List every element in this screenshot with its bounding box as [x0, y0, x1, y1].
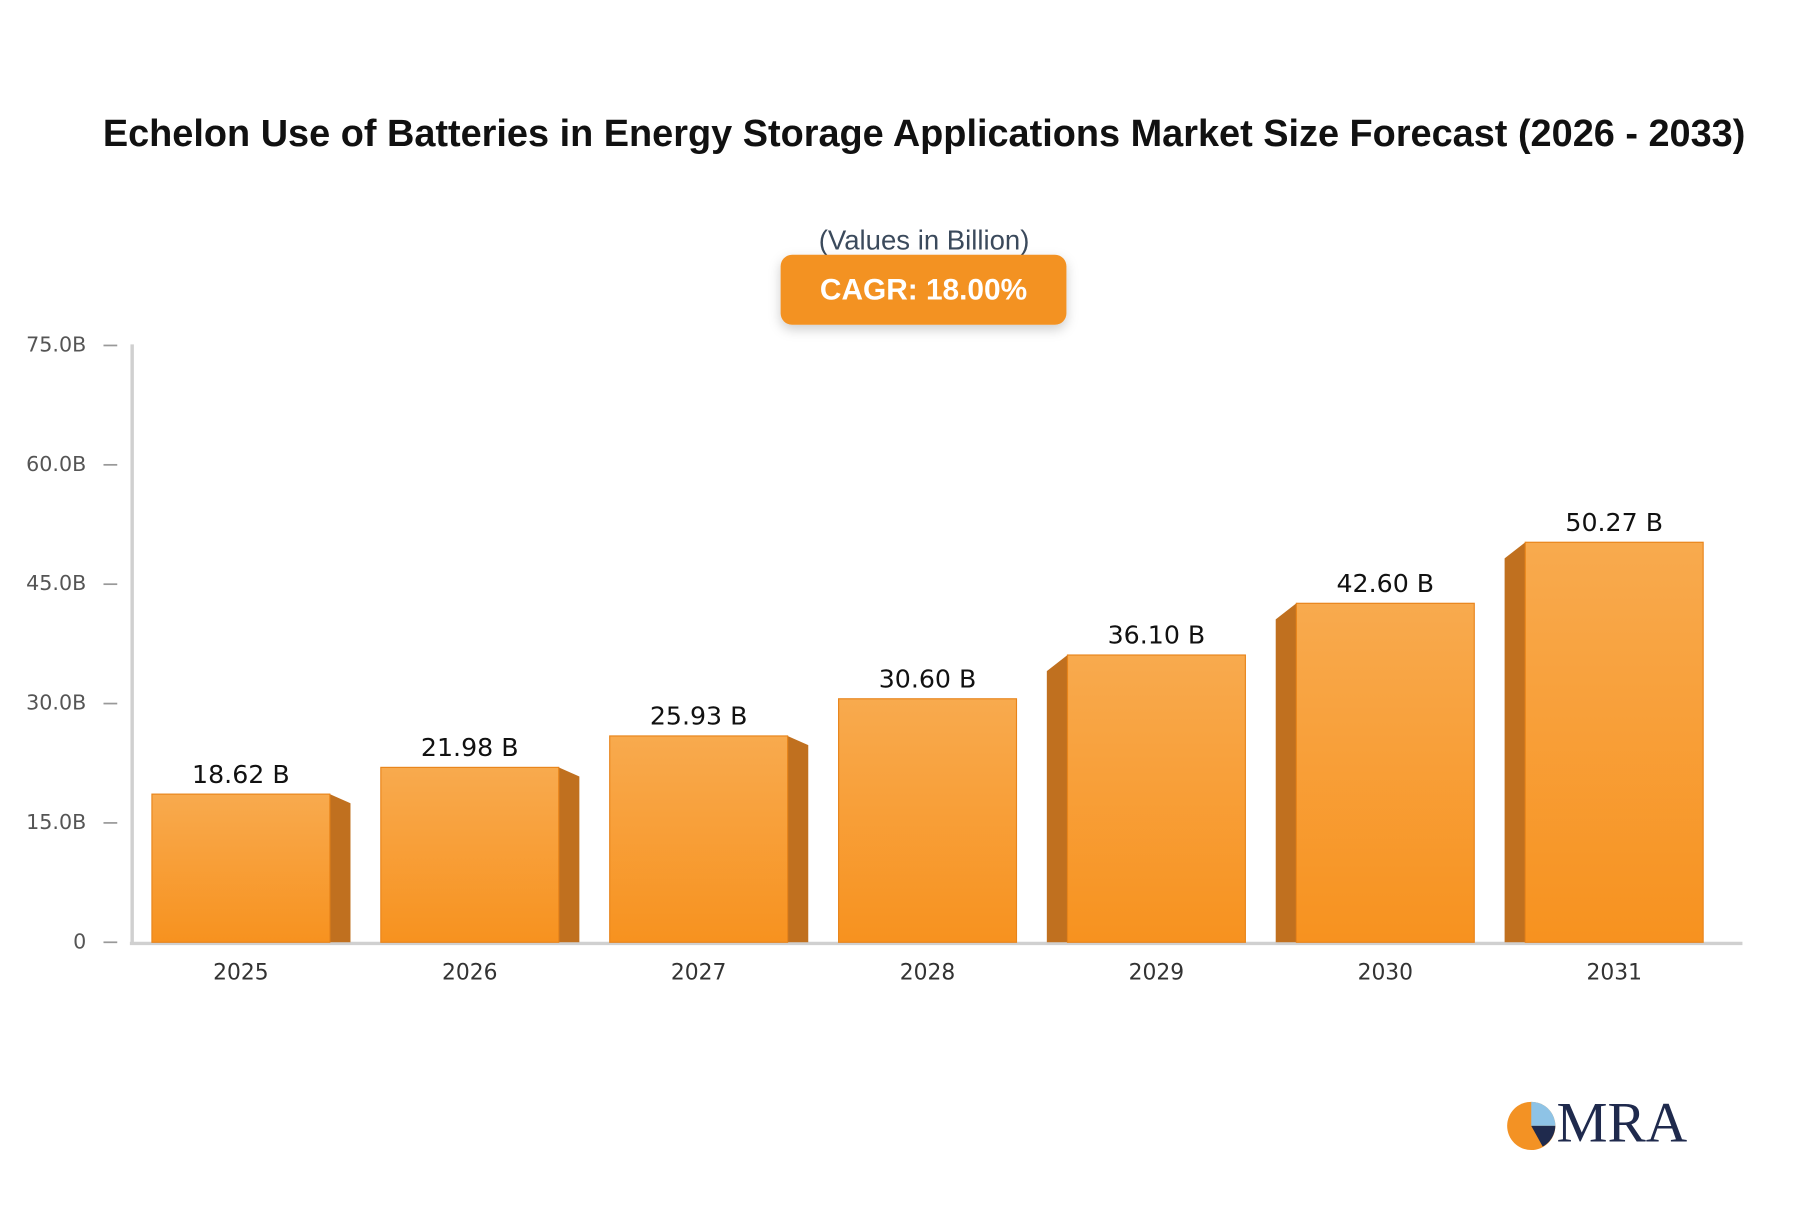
x-tick-label: 2030 — [1358, 960, 1413, 985]
x-tick-label: 2028 — [900, 960, 955, 985]
x-tick-label: 2026 — [442, 960, 497, 985]
bar-side — [329, 794, 351, 943]
x-tick-label: 2031 — [1586, 960, 1641, 985]
y-tick-label: 0 — [73, 929, 86, 953]
bar — [1295, 602, 1475, 943]
value-label: 25.93 B — [650, 702, 748, 731]
bar-side — [558, 767, 580, 943]
x-tick-label: 2029 — [1129, 960, 1184, 985]
x-tick-label: 2027 — [671, 960, 726, 985]
bar — [151, 793, 331, 943]
bar — [380, 766, 560, 943]
x-tick-label: 2025 — [213, 960, 268, 985]
bar-side — [1046, 655, 1068, 943]
value-label: 50.27 B — [1565, 508, 1663, 537]
chart-title: Echelon Use of Batteries in Energy Stora… — [102, 111, 1746, 154]
bar-side — [1504, 542, 1526, 943]
bar — [1066, 654, 1246, 943]
cagr-label: CAGR: 18.00% — [820, 273, 1027, 306]
value-label: 42.60 B — [1337, 569, 1435, 598]
title-box: Echelon Use of Batteries in Energy Stora… — [102, 111, 1746, 154]
y-tick-label: 30.0B — [26, 691, 86, 715]
value-label: 21.98 B — [421, 733, 519, 762]
y-tick-label: 60.0B — [26, 452, 86, 476]
logo-icon-slice — [1531, 1101, 1556, 1126]
value-label: 36.10 B — [1108, 621, 1206, 650]
value-label: 18.62 B — [192, 760, 290, 789]
value-label: 30.60 B — [879, 664, 977, 693]
bar — [838, 698, 1018, 943]
y-tick-label: 45.0B — [26, 571, 86, 595]
logo-text: MRA — [1557, 1091, 1688, 1154]
logo-icon-slice — [1531, 1125, 1556, 1147]
bar-side — [1275, 603, 1297, 943]
y-tick-label: 75.0B — [26, 332, 86, 356]
cagr-badge — [780, 254, 1067, 325]
chart-subtitle: (Values in Billion) — [819, 224, 1030, 255]
bar — [1524, 541, 1704, 943]
bar — [609, 735, 789, 943]
bar-side — [787, 735, 809, 943]
y-tick-label: 15.0B — [26, 810, 86, 834]
logo: MRA — [1507, 1091, 1688, 1154]
